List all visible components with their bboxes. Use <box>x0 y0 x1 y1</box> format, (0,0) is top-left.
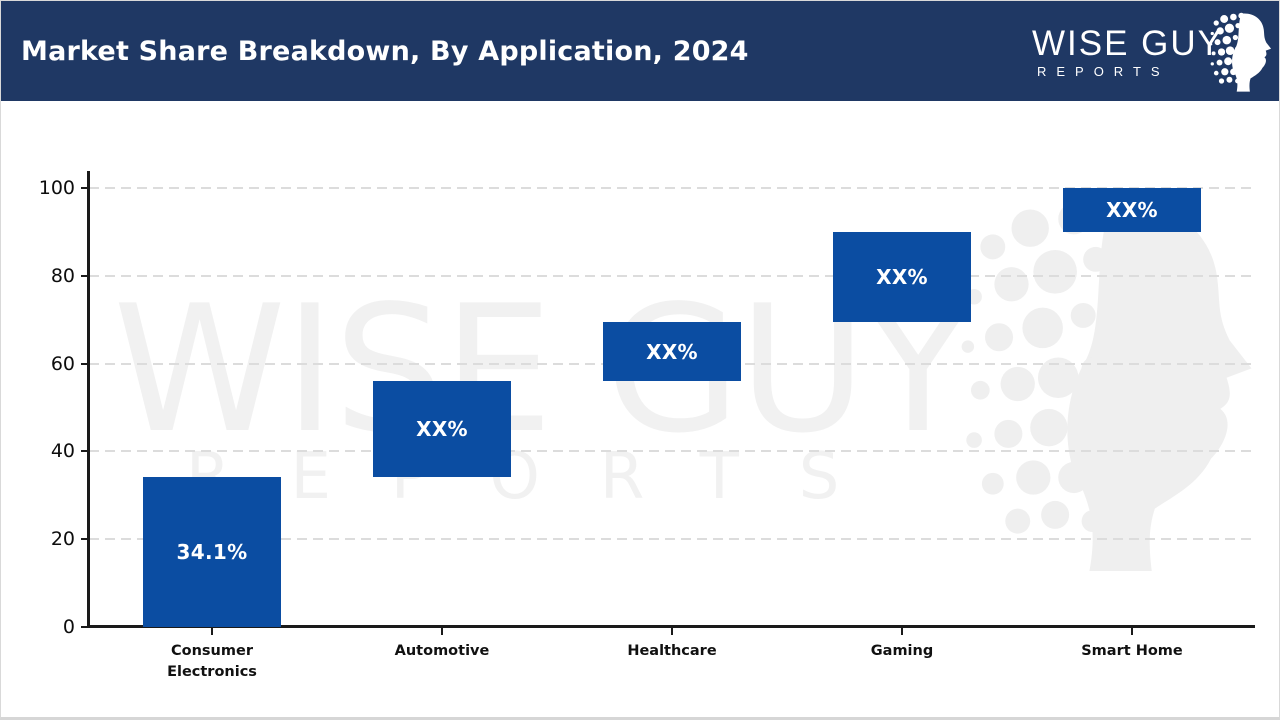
y-axis-tick <box>81 274 89 277</box>
x-axis-tick <box>901 627 903 635</box>
y-axis-tick-label: 100 <box>38 177 75 199</box>
y-axis-tick-label: 80 <box>50 264 75 287</box>
logo-wordmark-line2: REPORTS <box>1036 64 1170 79</box>
y-axis-line <box>87 171 90 627</box>
y-axis-tick <box>81 626 89 628</box>
header-banner: Market Share Breakdown, By Application, … <box>1 1 1279 101</box>
x-axis-category-label-automotive: Automotive <box>394 643 490 659</box>
gridline-40 <box>89 450 1255 453</box>
x-axis-tick <box>1131 627 1133 635</box>
y-axis-tick-label: 0 <box>62 616 75 638</box>
y-axis-tick <box>81 538 89 541</box>
gridline-80 <box>89 274 1255 277</box>
x-axis-category-label-healthcare: Healthcare <box>627 643 717 659</box>
bar-consumer-electronics: 34.1% <box>143 477 281 627</box>
bar-automotive: XX% <box>373 381 511 478</box>
y-axis-tick-label: 20 <box>50 528 75 551</box>
x-axis-category-label-gaming: Gaming <box>870 643 934 659</box>
bar-value-label-gaming: XX% <box>876 264 928 289</box>
x-axis-line <box>87 625 1255 628</box>
bar-smart-home: XX% <box>1063 188 1201 232</box>
gridline-100 <box>89 187 1255 189</box>
y-axis-tick <box>81 187 89 189</box>
y-axis-tick <box>81 362 89 365</box>
x-axis-tick <box>441 627 443 635</box>
bar-gaming: XX% <box>833 231 971 322</box>
bar-value-label-automotive: XX% <box>416 417 468 442</box>
x-axis-category-label-consumer-electronics: Consumer Electronics <box>167 643 257 680</box>
bar-value-label-smart-home: XX% <box>1106 197 1158 222</box>
y-axis-tick-label: 40 <box>50 440 75 463</box>
bar-healthcare: XX% <box>603 321 741 382</box>
logo-wordmark-line1: WISE GUY <box>1031 24 1223 63</box>
page-title: Market Share Breakdown, By Application, … <box>21 35 749 67</box>
x-axis-category-label-smart-home: Smart Home <box>1081 643 1183 659</box>
bar-value-label-consumer-electronics: 34.1% <box>176 540 248 565</box>
bar-value-label-healthcare: XX% <box>646 339 698 364</box>
y-axis-tick <box>81 450 89 453</box>
y-axis-tick-label: 60 <box>50 352 75 375</box>
wiseguy-logo: WISE GUY REPORTS <box>1032 10 1279 94</box>
gridline-20 <box>89 538 1255 541</box>
x-axis-tick <box>671 627 673 635</box>
logo-wordmark: WISE GUY REPORTS <box>1032 26 1223 79</box>
x-axis-tick <box>211 627 213 635</box>
